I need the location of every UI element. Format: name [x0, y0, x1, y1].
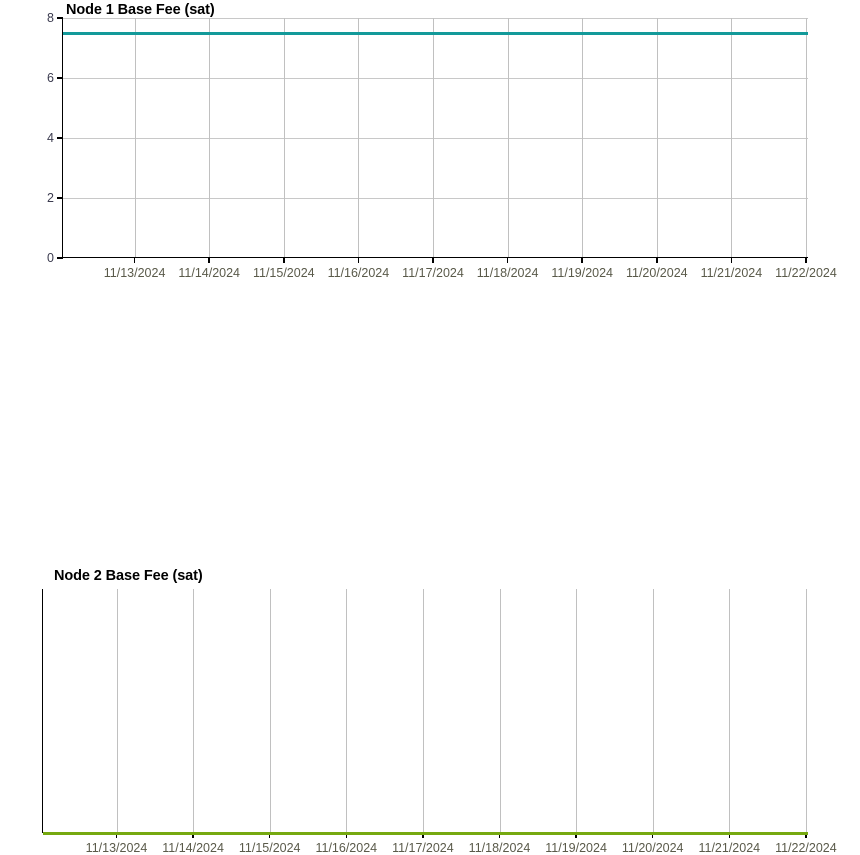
- x-axis-label: 11/15/2024: [238, 841, 301, 855]
- gridline-vertical: [358, 18, 360, 257]
- x-axis-label: 11/19/2024: [545, 841, 607, 855]
- x-axis-label: 11/18/2024: [468, 841, 531, 855]
- chart-title-node1: Node 1 Base Fee (sat): [66, 2, 215, 18]
- y-axis-tick: [57, 17, 63, 19]
- x-axis-label: 11/20/2024: [621, 841, 684, 855]
- series-line: [43, 831, 808, 835]
- x-axis-label: 11/22/2024: [775, 266, 837, 280]
- y-axis-tick: [57, 257, 63, 259]
- y-axis-label: 6: [47, 71, 54, 85]
- x-axis-tick: [283, 257, 285, 263]
- x-axis-label: 11/21/2024: [700, 266, 763, 280]
- gridline-vertical: [346, 589, 348, 832]
- x-axis-label: 11/19/2024: [551, 266, 614, 280]
- x-axis-label: 11/20/2024: [625, 266, 688, 280]
- gridline-vertical: [499, 589, 501, 832]
- y-axis-label: 4: [47, 131, 54, 145]
- gridline-vertical: [731, 18, 733, 257]
- x-axis-tick: [506, 257, 509, 263]
- x-axis-tick: [581, 257, 583, 263]
- chart-panel-node2: Node 2 Base Fee (sat) 11/13/2024 11/14/20…: [0, 282, 860, 855]
- gridline-horizontal: [63, 138, 808, 139]
- x-axis-label: 11/18/2024: [476, 266, 539, 280]
- gridline-vertical: [652, 589, 654, 832]
- x-axis-label: 11/14/2024: [162, 841, 224, 855]
- gridline-vertical: [283, 18, 285, 257]
- x-axis-label: 11/16/2024: [327, 266, 390, 280]
- y-axis-label: 8: [47, 11, 54, 25]
- y-axis-tick: [57, 77, 63, 79]
- gridline-vertical: [576, 589, 578, 832]
- x-axis-label: 11/15/2024: [252, 266, 315, 280]
- gridline-vertical: [433, 18, 434, 257]
- gridline-vertical: [806, 18, 807, 257]
- x-axis-label: 11/14/2024: [178, 266, 241, 280]
- x-axis-label: 11/22/2024: [775, 841, 837, 855]
- gridline-vertical: [134, 18, 136, 257]
- x-axis-tick: [208, 257, 210, 263]
- gridline-vertical: [116, 589, 118, 832]
- gridline-horizontal: [63, 18, 808, 19]
- x-axis-label: 11/16/2024: [315, 841, 378, 855]
- x-axis-label: 11/13/2024: [103, 266, 166, 280]
- x-axis-tick: [133, 257, 136, 263]
- y-axis-tick: [57, 197, 63, 199]
- chart-panel-node1: Node 1 Base Fee (sat) 0 2 4 6 8 11/13/2024 11/…: [0, 0, 860, 282]
- gridline-vertical: [729, 589, 731, 832]
- plot-area-node1: 0 2 4 6 8 11/13/2024 11/14/2024 11/15/2024 11/16…: [47, 11, 837, 280]
- chart-title-node2: Node 2 Base Fee (sat): [54, 568, 203, 584]
- gridline-vertical: [422, 589, 424, 832]
- gridline-vertical: [507, 18, 509, 257]
- x-axis-tick: [805, 257, 807, 263]
- x-axis-tick: [656, 257, 658, 263]
- plot-area-node2: 11/13/2024 11/14/2024 11/15/2024 11/16/2024…: [42, 589, 837, 855]
- gridline-vertical: [209, 18, 211, 257]
- x-axis-tick: [432, 257, 434, 263]
- x-axis-label: 11/17/2024: [402, 266, 464, 280]
- gridline-vertical: [656, 18, 658, 257]
- x-axis-label: 11/21/2024: [698, 841, 761, 855]
- gridline-vertical: [269, 589, 271, 832]
- y-axis-label: 0: [47, 251, 54, 265]
- gridline-vertical: [582, 18, 584, 257]
- y-axis-tick: [57, 137, 63, 139]
- gridline-vertical: [805, 589, 807, 832]
- x-axis-tick: [357, 257, 360, 263]
- x-axis-label: 11/13/2024: [85, 841, 148, 855]
- gridline-vertical: [193, 589, 195, 832]
- x-axis-label: 11/17/2024: [392, 841, 454, 855]
- gridline-horizontal: [63, 198, 808, 199]
- gridline-horizontal: [63, 78, 808, 79]
- x-axis-tick: [730, 257, 733, 263]
- y-axis-label: 2: [47, 191, 54, 205]
- series-line: [63, 31, 808, 35]
